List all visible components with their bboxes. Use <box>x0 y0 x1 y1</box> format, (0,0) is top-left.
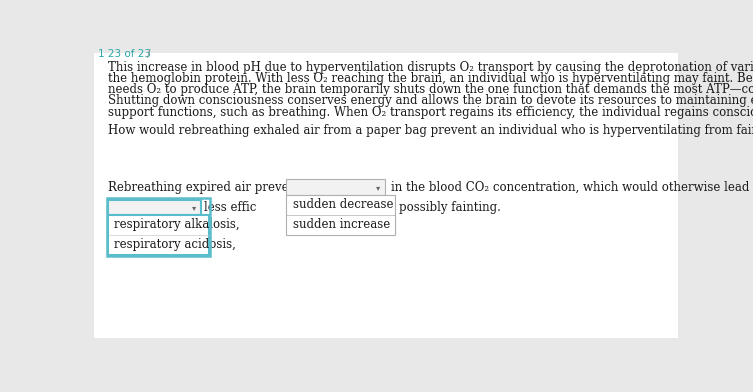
Text: less effic: less effic <box>204 201 257 214</box>
Text: sudden decrease: sudden decrease <box>292 198 393 211</box>
Text: /: / <box>147 49 151 58</box>
Text: respiratory alkalosis,: respiratory alkalosis, <box>114 218 240 231</box>
Text: possibly fainting.: possibly fainting. <box>400 201 501 214</box>
FancyBboxPatch shape <box>108 200 201 215</box>
Text: Rebreathing expired air prevents the: Rebreathing expired air prevents the <box>108 181 330 194</box>
Text: sudden increase: sudden increase <box>292 218 390 231</box>
Text: Shutting down consciousness conserves energy and allows the brain to devote its : Shutting down consciousness conserves en… <box>108 94 753 107</box>
Text: needs O₂ to produce ATP, the brain temporarily shuts down the one function that : needs O₂ to produce ATP, the brain tempo… <box>108 83 753 96</box>
Text: ▾: ▾ <box>192 203 197 212</box>
Text: in the blood CO₂ concentration, which would otherwise lead to: in the blood CO₂ concentration, which wo… <box>391 181 753 194</box>
FancyBboxPatch shape <box>94 53 678 338</box>
FancyBboxPatch shape <box>286 195 395 235</box>
Text: the hemoglobin protein. With less O₂ reaching the brain, an individual who is hy: the hemoglobin protein. With less O₂ rea… <box>108 72 753 85</box>
FancyBboxPatch shape <box>108 215 209 255</box>
FancyBboxPatch shape <box>286 180 385 195</box>
Text: respiratory acidosis,: respiratory acidosis, <box>114 238 236 251</box>
Text: support functions, such as breathing. When O₂ transport regains its efficiency, : support functions, such as breathing. Wh… <box>108 105 753 118</box>
Text: This increase in blood pH due to hyperventilation disrupts O₂ transport by causi: This increase in blood pH due to hyperve… <box>108 61 753 74</box>
Text: How would rebreathing exhaled air from a paper bag prevent an individual who is : How would rebreathing exhaled air from a… <box>108 124 753 138</box>
Text: 1 23 of 23: 1 23 of 23 <box>98 49 151 58</box>
Text: ▾: ▾ <box>376 183 380 192</box>
